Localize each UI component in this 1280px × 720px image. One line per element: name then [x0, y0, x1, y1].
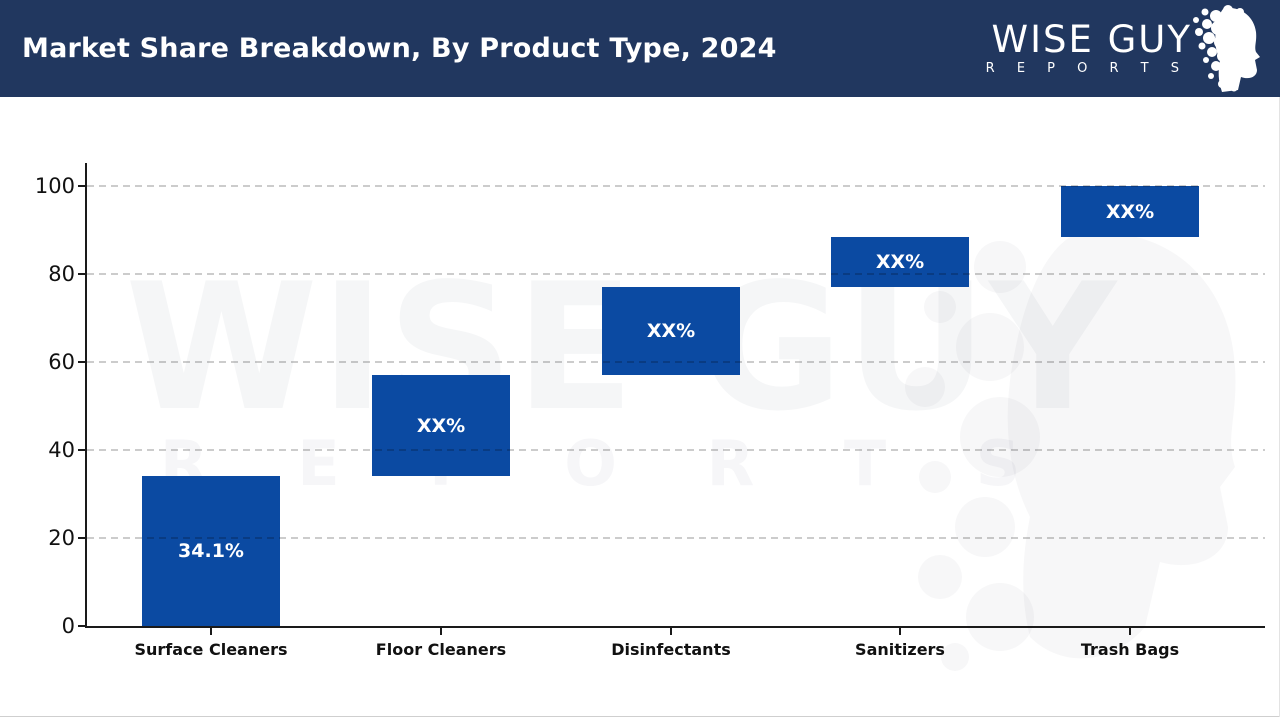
x-category-label: Trash Bags	[1080, 640, 1180, 659]
logo-wordmark: WISE GUY	[991, 18, 1192, 61]
bar-value-label: XX%	[1105, 200, 1155, 223]
bar-segment	[1061, 186, 1199, 238]
y-tick-mark	[78, 273, 86, 275]
x-axis-line	[85, 626, 1265, 628]
y-gridline	[87, 449, 1265, 451]
wiseguy-logo: WISE GUY R E P O R T S	[986, 0, 1262, 97]
y-gridline	[87, 185, 1265, 187]
y-gridline	[87, 361, 1265, 363]
y-tick-mark	[78, 537, 86, 539]
y-tick-label: 40	[48, 438, 75, 462]
watermark-text: WISE GUY	[125, 247, 1116, 450]
page-title: Market Share Breakdown, By Product Type,…	[22, 33, 777, 64]
x-tick-mark	[210, 628, 212, 635]
bar-value-label: XX%	[875, 251, 925, 274]
bar-value-label: 34.1%	[178, 539, 244, 562]
y-tick-mark	[78, 361, 86, 363]
x-tick-mark	[670, 628, 672, 635]
y-tick-label: 80	[48, 262, 75, 286]
x-tick-mark	[1129, 628, 1131, 635]
x-tick-mark	[440, 628, 442, 635]
bar-segment	[372, 375, 510, 476]
bar-value-label: XX%	[416, 414, 466, 437]
x-category-label: Floor Cleaners	[375, 640, 507, 659]
bar-segment	[831, 237, 969, 288]
chart-area: WISE GUY R E P O R T S 02040608010034.1%…	[0, 97, 1280, 717]
y-tick-mark	[78, 185, 86, 187]
wiseguy-face-icon	[1193, 4, 1260, 92]
x-category-label: Sanitizers	[855, 640, 945, 659]
bar-value-label: XX%	[646, 320, 696, 343]
x-category-label: Surface Cleaners	[134, 640, 288, 659]
y-tick-label: 60	[48, 350, 75, 374]
header-bar: Market Share Breakdown, By Product Type,…	[0, 0, 1280, 97]
y-tick-mark	[78, 625, 86, 627]
bar-segment	[602, 287, 740, 376]
x-tick-mark	[899, 628, 901, 635]
y-tick-label: 0	[61, 614, 75, 638]
x-category-label: Disinfectants	[611, 640, 731, 659]
bar-segment	[142, 475, 280, 626]
page-bottom-border	[0, 716, 1280, 717]
logo-subtitle: R E P O R T S	[985, 61, 1188, 76]
y-gridline	[87, 273, 1265, 275]
y-gridline	[87, 537, 1265, 539]
y-tick-label: 100	[34, 174, 75, 198]
y-axis-line	[85, 163, 87, 628]
y-tick-label: 20	[48, 526, 75, 550]
y-tick-mark	[78, 449, 86, 451]
